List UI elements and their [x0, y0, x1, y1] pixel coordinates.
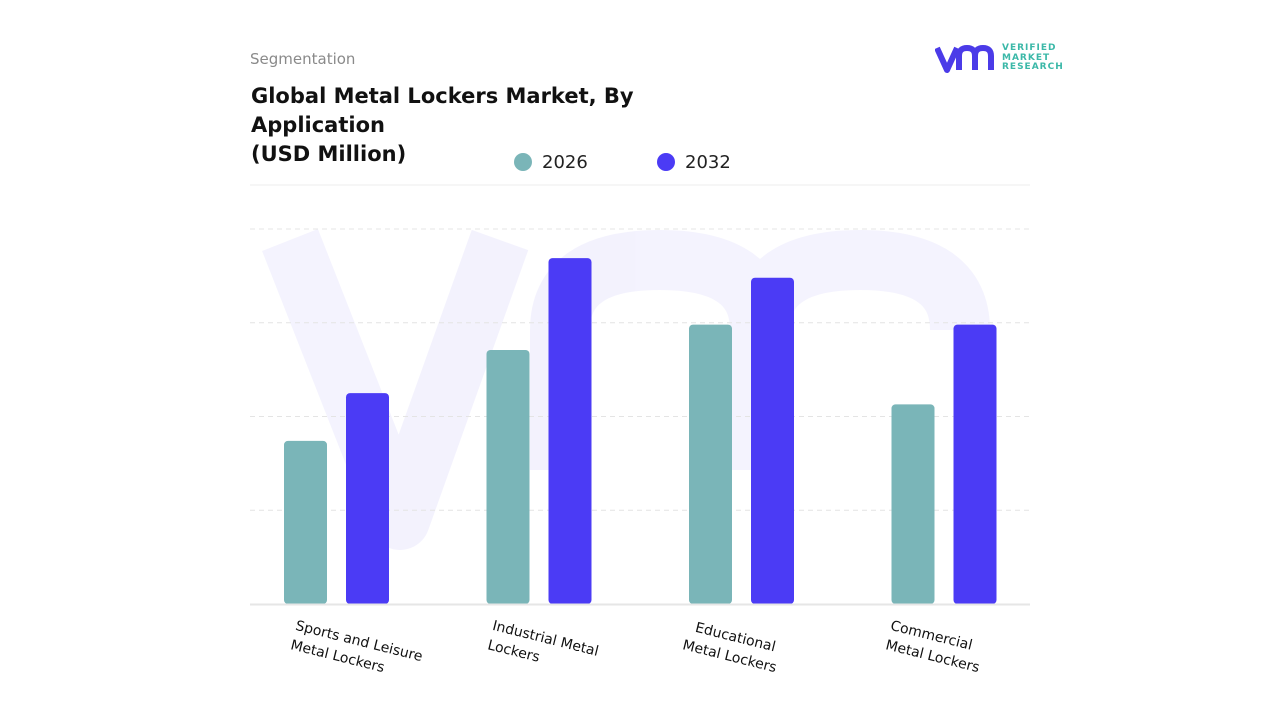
- bar-2026: [486, 349, 530, 604]
- bar-2026: [891, 404, 935, 604]
- bars: [284, 258, 997, 604]
- bar-2026: [689, 324, 732, 604]
- logo-text-line: RESEARCH: [1002, 62, 1064, 72]
- title-line-2: (USD Million): [251, 142, 407, 166]
- legend-marker: [657, 153, 675, 171]
- bar-2032: [346, 393, 389, 604]
- bar-2032: [751, 277, 794, 604]
- segmentation-label: Segmentation: [250, 50, 356, 68]
- bar-2032: [953, 324, 997, 604]
- watermark-icon: [262, 229, 990, 550]
- legend: 2026 2032: [514, 152, 731, 173]
- title-line-1: Global Metal Lockers Market, By Applicat…: [251, 84, 634, 137]
- legend-label: 2032: [685, 152, 731, 173]
- bar-2026: [284, 440, 327, 604]
- bar-2032: [548, 258, 592, 604]
- logo-text: VERIFIED MARKET RESEARCH: [1002, 43, 1064, 73]
- chart-title: Global Metal Lockers Market, By Applicat…: [251, 82, 771, 169]
- logo-text-line: MARKET: [1002, 52, 1051, 63]
- vmr-logo-icon: [935, 44, 994, 73]
- legend-marker: [514, 153, 532, 171]
- legend-label: 2026: [542, 152, 588, 173]
- logo-text-line: VERIFIED: [1002, 43, 1057, 53]
